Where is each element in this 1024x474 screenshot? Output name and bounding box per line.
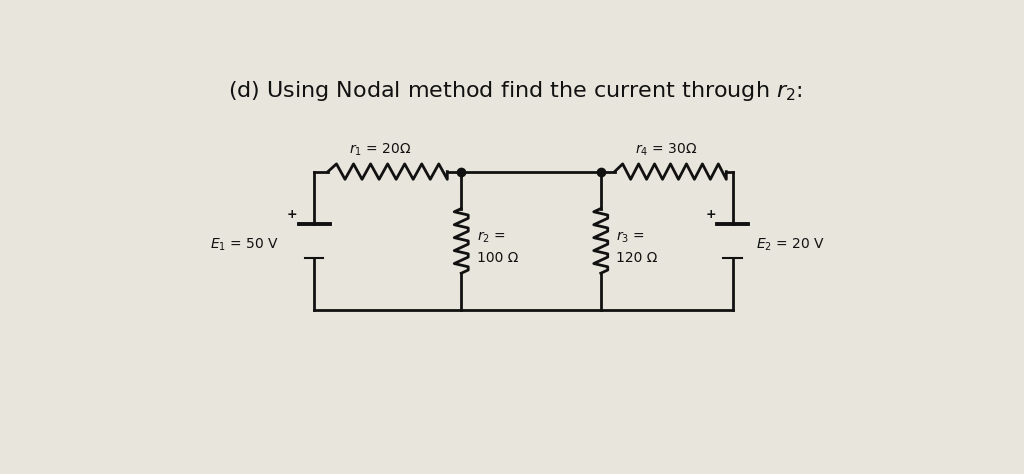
Text: $r_1$ = 20Ω: $r_1$ = 20Ω — [348, 141, 411, 158]
Text: (d) Using Nodal method find the current through $r_2$:: (d) Using Nodal method find the current … — [228, 79, 803, 103]
Text: $E_1$ = 50 V: $E_1$ = 50 V — [210, 237, 280, 253]
Text: $r_2$ =: $r_2$ = — [477, 229, 506, 245]
Text: $r_4$ = 30Ω: $r_4$ = 30Ω — [635, 141, 698, 158]
Text: 120 Ω: 120 Ω — [616, 251, 657, 265]
Text: $E_2$ = 20 V: $E_2$ = 20 V — [756, 237, 825, 253]
Text: 100 Ω: 100 Ω — [477, 251, 518, 265]
Text: $r_3$ =: $r_3$ = — [616, 229, 645, 245]
Text: +: + — [287, 208, 298, 221]
Text: +: + — [706, 208, 716, 221]
